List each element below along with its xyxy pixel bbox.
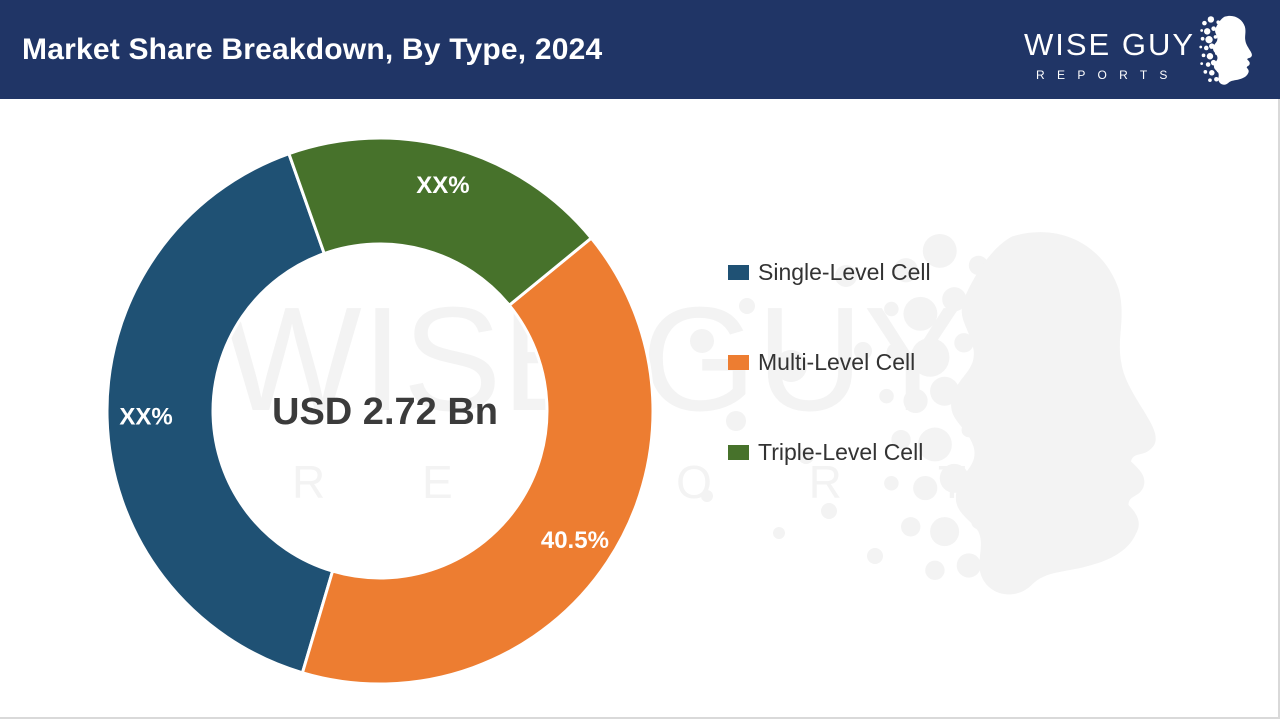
bottom-rule — [0, 717, 1280, 719]
logo-wordmark: WISE GUY R E P O R T S — [1024, 27, 1195, 82]
chart-area: WISE GUY R E P O R T S XX% 40.5% XX% USD 2… — [0, 99, 1280, 720]
legend-item: Triple-Level Cell — [728, 437, 931, 467]
segment-label: XX% — [416, 172, 469, 199]
segment-label: 40.5% — [541, 527, 609, 554]
logo-line2: R E P O R T S — [1036, 68, 1172, 82]
donut-segments — [105, 136, 655, 686]
legend: Single-Level Cell Multi-Level Cell Tripl… — [728, 257, 931, 467]
right-rule — [1278, 99, 1280, 717]
brand-logo: WISE GUY R E P O R T S — [1024, 15, 1252, 85]
legend-swatch — [728, 354, 749, 370]
donut-segment-multi-level-cell — [300, 235, 655, 686]
legend-item: Single-Level Cell — [728, 257, 931, 287]
donut-chart: XX% 40.5% XX% USD 2.72 Bn — [105, 136, 655, 686]
segment-label: XX% — [119, 404, 172, 431]
logo-face-profile-icon — [1199, 15, 1252, 85]
legend-swatch — [728, 444, 749, 460]
legend-item: Multi-Level Cell — [728, 347, 931, 377]
chart-center-label: USD 2.72 Bn — [272, 391, 498, 433]
donut-segment-triple-level-cell — [286, 136, 594, 308]
logo-line1: WISE GUY — [1024, 27, 1195, 62]
donut-segment-single-level-cell — [105, 151, 335, 675]
legend-label: Single-Level Cell — [758, 258, 931, 285]
legend-swatch — [728, 264, 749, 280]
page-title: Market Share Breakdown, By Type, 2024 — [22, 32, 603, 66]
segment-labels: XX% 40.5% XX% — [119, 172, 609, 554]
legend-label: Multi-Level Cell — [758, 348, 916, 375]
legend-label: Triple-Level Cell — [758, 438, 924, 465]
header: Market Share Breakdown, By Type, 2024 WI… — [0, 0, 1280, 99]
watermark-extra-dots — [690, 265, 883, 564]
